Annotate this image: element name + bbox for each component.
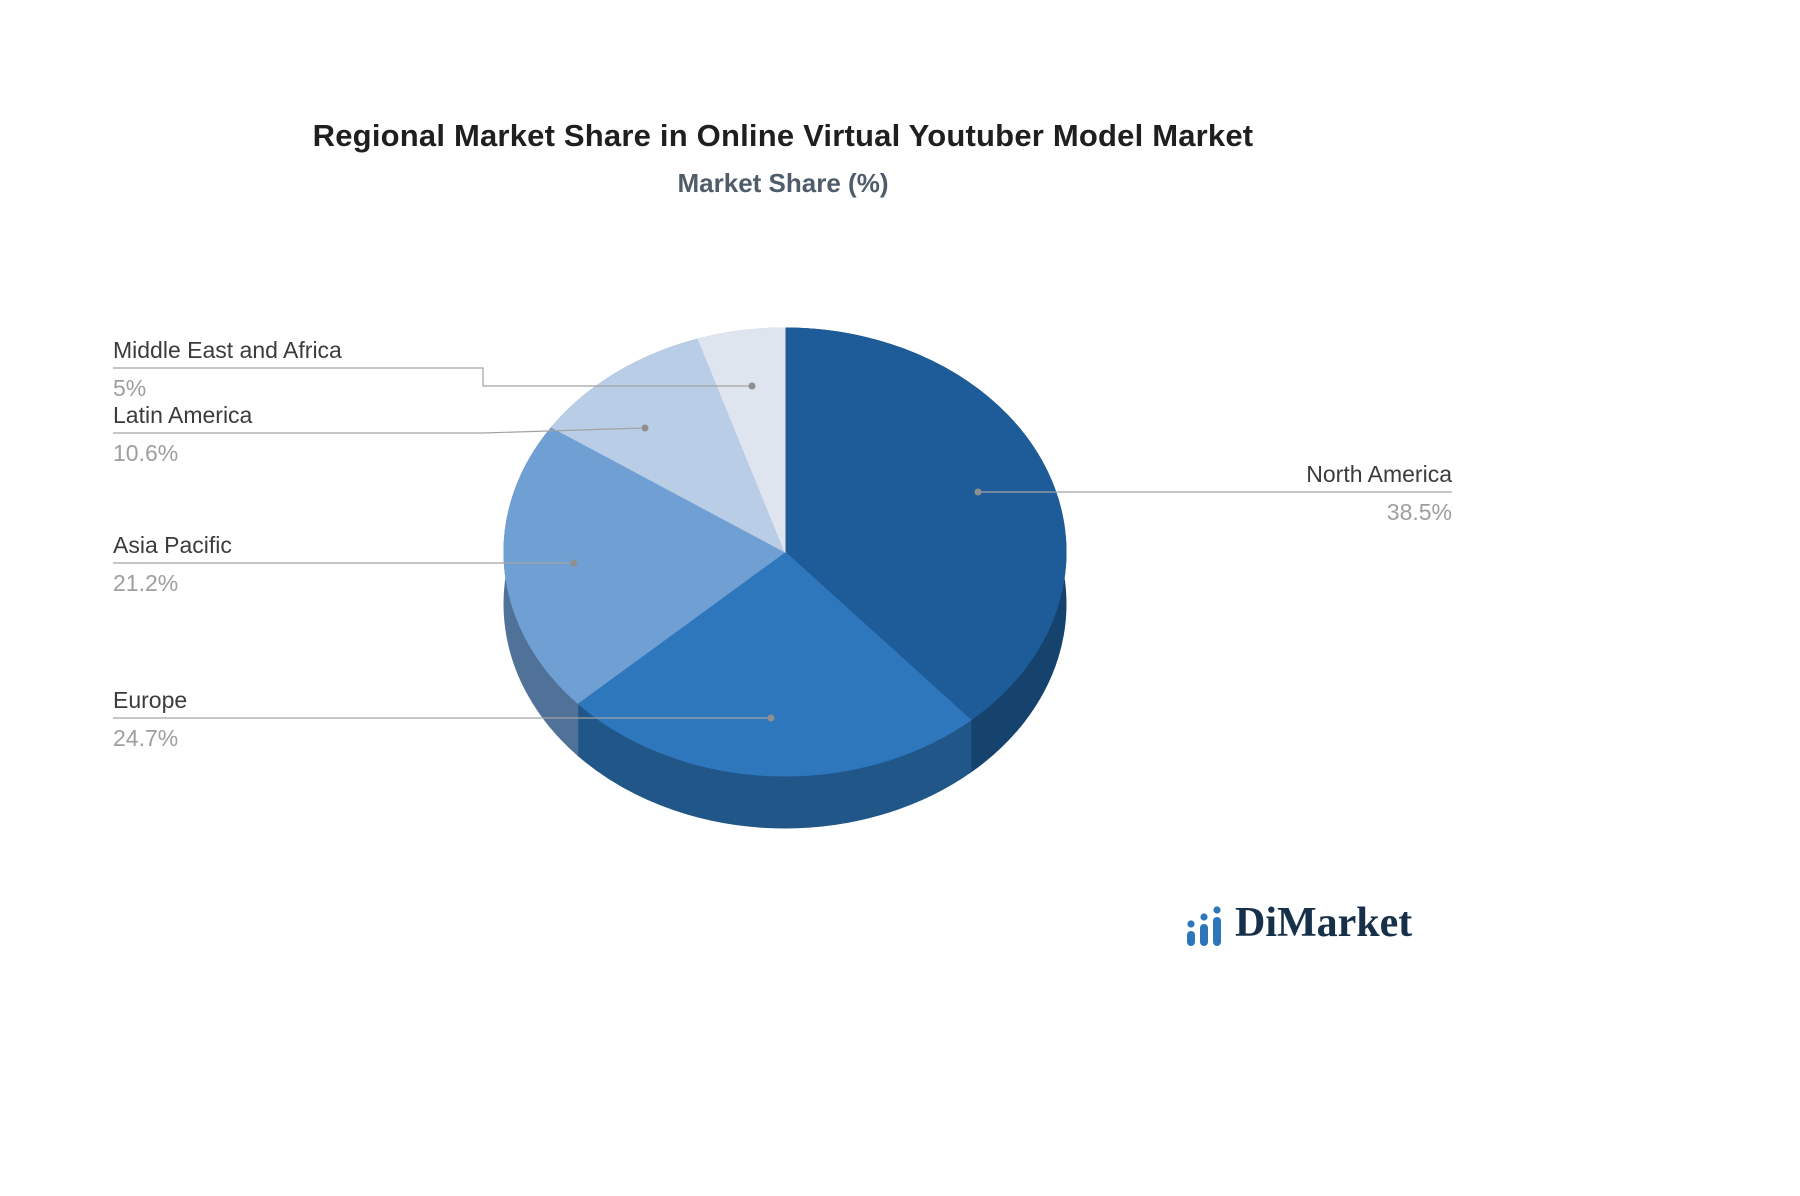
slice-value-middle-east-and-africa: 5% — [113, 375, 146, 401]
dimarket-logo: DiMarket — [1185, 900, 1412, 948]
slice-value-north-america: 38.5% — [1387, 499, 1452, 525]
logo-bars-icon — [1187, 906, 1221, 947]
pie-slice-middle-east-and-africa — [697, 327, 786, 553]
leader-line-middle-east-and-africa — [113, 367, 752, 387]
leader-dot-europe — [767, 714, 775, 722]
slice-label-asia-pacific: Asia Pacific — [113, 532, 232, 558]
leader-dot-middle-east-and-africa — [748, 382, 756, 390]
leader-dot-asia-pacific — [570, 559, 578, 567]
slice-value-latin-america: 10.6% — [113, 440, 178, 466]
pie-slice-asia-pacific — [503, 426, 786, 704]
chart-subtitle: Market Share (%) — [677, 168, 889, 198]
logo-wordmark: DiMarket — [1235, 900, 1413, 946]
pie-slice-north-america — [784, 327, 1067, 721]
leader-dot-latin-america — [641, 424, 649, 432]
slice-label-latin-america: Latin America — [113, 402, 253, 428]
slice-value-asia-pacific: 21.2% — [113, 570, 178, 596]
slice-label-middle-east-and-africa: Middle East and Africa — [113, 337, 342, 363]
leader-dot-north-america — [974, 488, 982, 496]
pie-slice-latin-america — [550, 338, 786, 554]
leader-line-latin-america — [113, 427, 646, 434]
pie-slice-europe — [576, 551, 972, 777]
slice-label-north-america: North America — [1306, 461, 1452, 487]
chart-title: Regional Market Share in Online Virtual … — [312, 118, 1254, 153]
slice-label-europe: Europe — [113, 687, 187, 713]
slice-value-europe: 24.7% — [113, 725, 178, 751]
